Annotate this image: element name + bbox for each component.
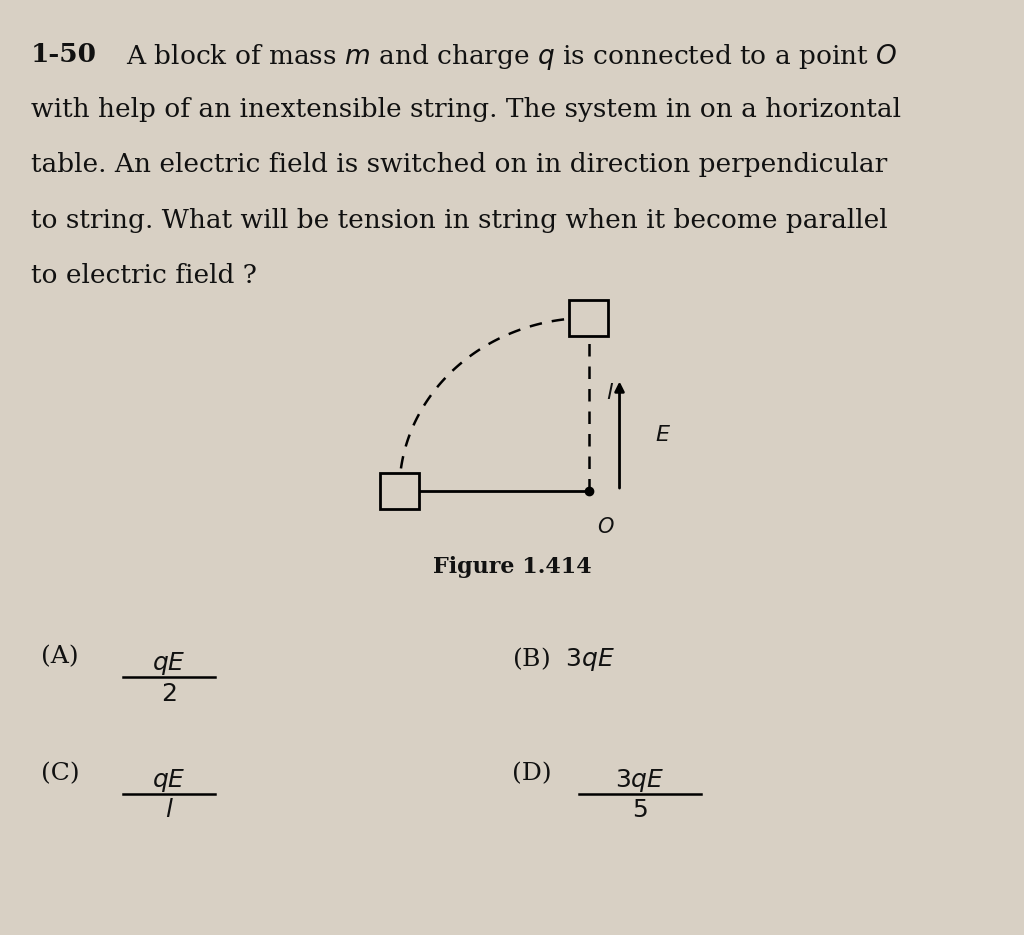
Text: 1-50: 1-50: [31, 42, 96, 67]
Text: A block of mass $m$ and charge $q$ is connected to a point $O$: A block of mass $m$ and charge $q$ is co…: [118, 42, 897, 72]
Text: $E$: $E$: [655, 424, 672, 446]
Text: $O$: $O$: [597, 517, 614, 537]
Text: (A): (A): [41, 645, 79, 669]
Text: $5$: $5$: [632, 799, 648, 823]
Text: (D): (D): [512, 762, 552, 785]
Text: to electric field ?: to electric field ?: [31, 263, 257, 288]
Text: $2$: $2$: [161, 683, 177, 706]
Text: $qE$: $qE$: [153, 650, 185, 677]
Text: (B)  $3qE$: (B) $3qE$: [512, 645, 615, 673]
Text: Figure 1.414: Figure 1.414: [433, 556, 591, 579]
Bar: [380, 473, 419, 509]
Bar: [569, 300, 608, 336]
Text: $3qE$: $3qE$: [615, 767, 665, 794]
Text: $l$: $l$: [606, 381, 614, 404]
Text: $qE$: $qE$: [153, 767, 185, 794]
Text: with help of an inextensible string. The system in on a horizontal: with help of an inextensible string. The…: [31, 97, 901, 122]
Text: $l$: $l$: [165, 799, 173, 823]
Text: (C): (C): [41, 762, 80, 785]
Text: to string. What will be tension in string when it become parallel: to string. What will be tension in strin…: [31, 208, 888, 233]
Text: table. An electric field is switched on in direction perpendicular: table. An electric field is switched on …: [31, 152, 887, 178]
